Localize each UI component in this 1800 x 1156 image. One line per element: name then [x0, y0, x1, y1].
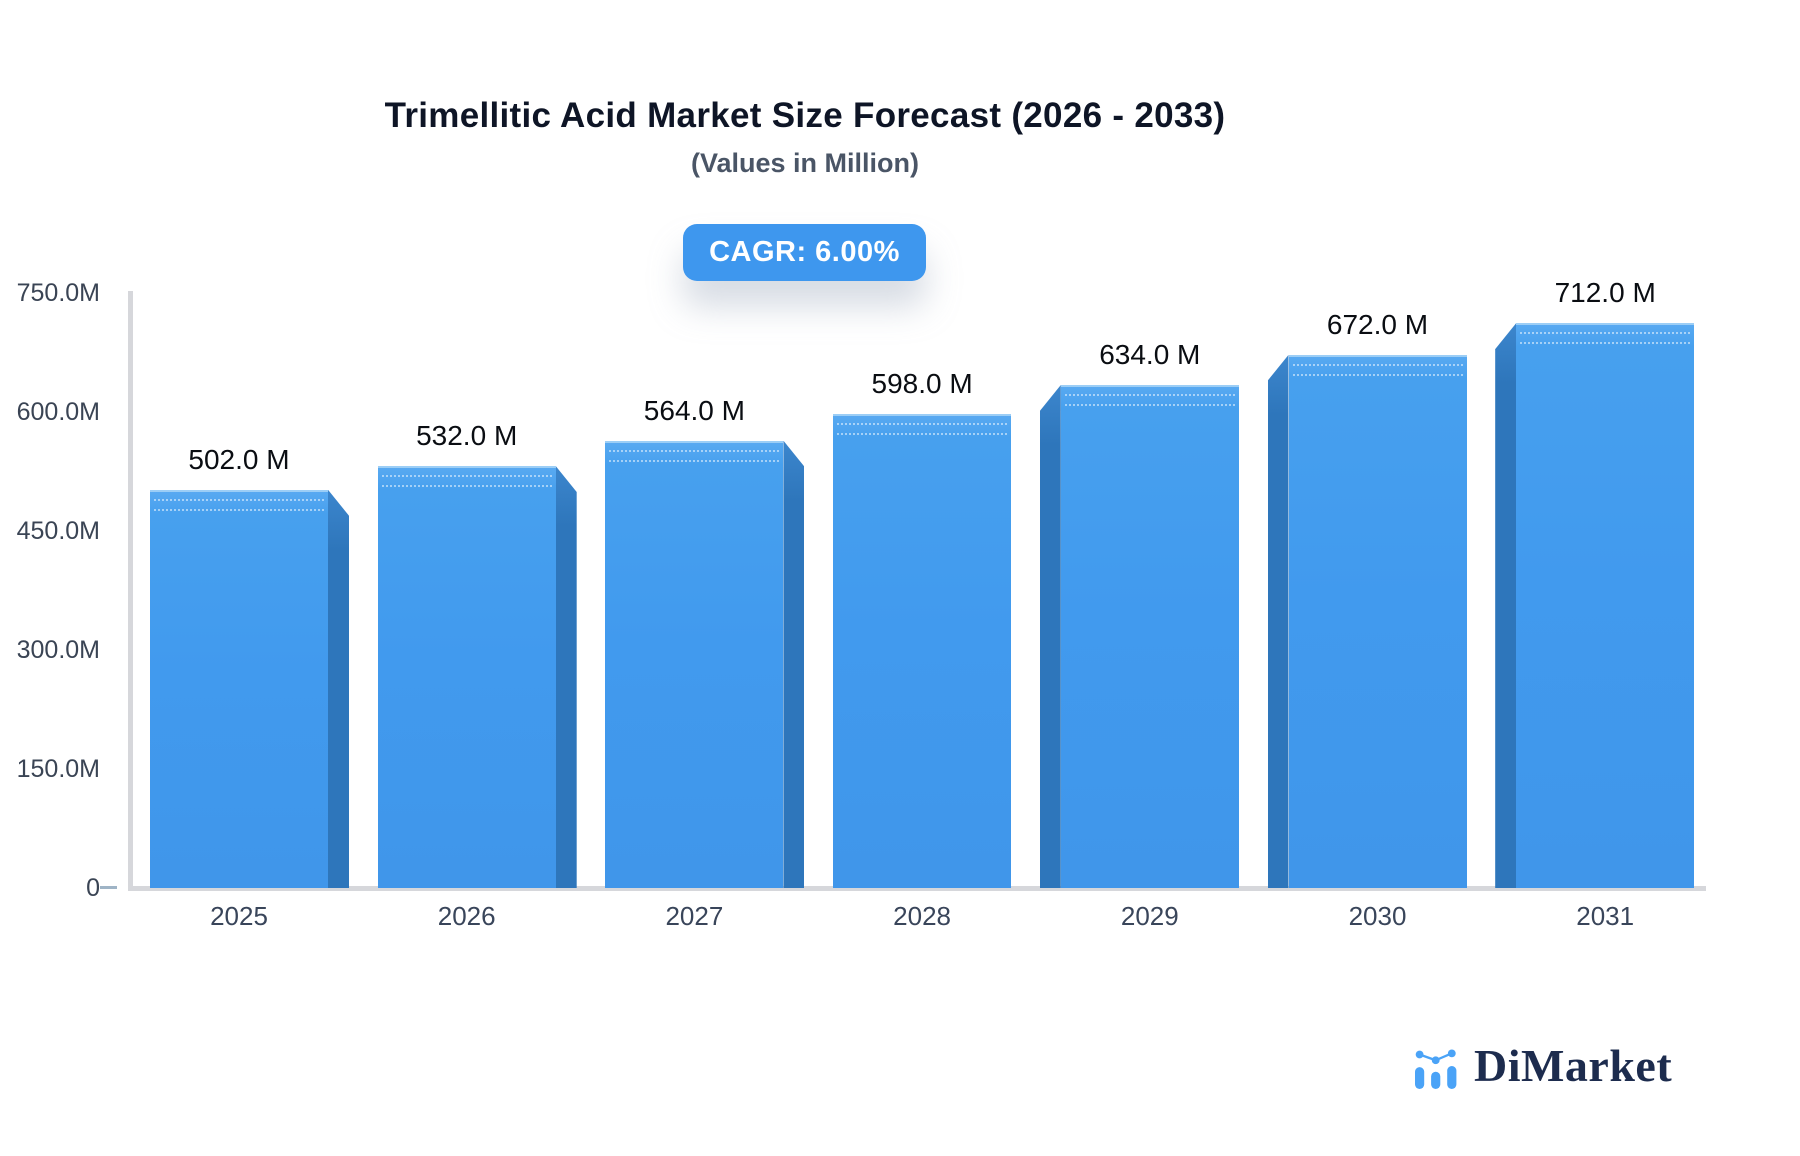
- page-title: Trimellitic Acid Market Size Forecast (2…: [384, 96, 1226, 135]
- x-tick-label: 2025: [210, 901, 268, 931]
- bar-front-face: [150, 489, 328, 888]
- bar-2030: [1267, 354, 1467, 888]
- bar-2027: [605, 440, 805, 888]
- x-tick-label: 2027: [665, 901, 724, 931]
- x-tick-label: 2030: [1348, 901, 1407, 931]
- bar-value-label: 634.0 M: [1099, 339, 1201, 371]
- y-tick-label: 300.0M: [16, 636, 100, 664]
- bar-side-face: [1267, 354, 1289, 888]
- bar-front-face: [1060, 385, 1239, 888]
- cagr-badge: CAGR: 6.00%: [683, 224, 926, 281]
- y-axis-line: [128, 291, 133, 889]
- brand-logo-icon: [1415, 1049, 1457, 1089]
- bar-2031: [1495, 323, 1695, 888]
- x-tick-label: 2031: [1576, 901, 1635, 931]
- bar-value-label: 712.0 M: [1554, 277, 1656, 309]
- zero-tick-mark: [100, 886, 117, 889]
- bar-front-face: [833, 413, 1012, 888]
- bar-2028: [833, 413, 1012, 888]
- bar-side-face: [1039, 385, 1061, 888]
- brand-logo: DiMarket: [1415, 1036, 1672, 1096]
- y-tick-label: 150.0M: [16, 755, 100, 783]
- x-tick-label: 2026: [437, 901, 496, 931]
- bar-front-face: [377, 465, 556, 888]
- x-tick-label: 2029: [1120, 901, 1179, 931]
- bar-value-label: 532.0 M: [416, 419, 518, 451]
- page-subtitle: (Values in Million): [690, 148, 920, 178]
- bar-2026: [377, 465, 577, 888]
- bar-side-face: [328, 489, 349, 888]
- x-tick-label: 2028: [893, 901, 952, 931]
- y-tick-label: 450.0M: [16, 517, 100, 545]
- brand-name: DiMarket: [1474, 1040, 1673, 1091]
- y-tick-label: 750.0M: [16, 279, 100, 308]
- bar-side-face: [555, 465, 577, 888]
- bar-front-face: [605, 440, 784, 888]
- bar-value-label: 598.0 M: [871, 367, 973, 399]
- y-tick-label: 0: [86, 874, 100, 902]
- bar-front-face: [1516, 323, 1695, 888]
- bar-side-face: [1495, 323, 1517, 888]
- bar-value-label: 672.0 M: [1326, 308, 1429, 340]
- bar-value-label: 564.0 M: [643, 394, 745, 426]
- bar-2029: [1039, 385, 1239, 888]
- y-tick-label: 600.0M: [16, 398, 100, 427]
- x-axis-line: [128, 886, 1706, 891]
- bar-side-face: [783, 440, 805, 888]
- bar-value-label: 502.0 M: [188, 443, 290, 475]
- bar-front-face: [1288, 354, 1467, 888]
- bar-2025: [150, 489, 349, 888]
